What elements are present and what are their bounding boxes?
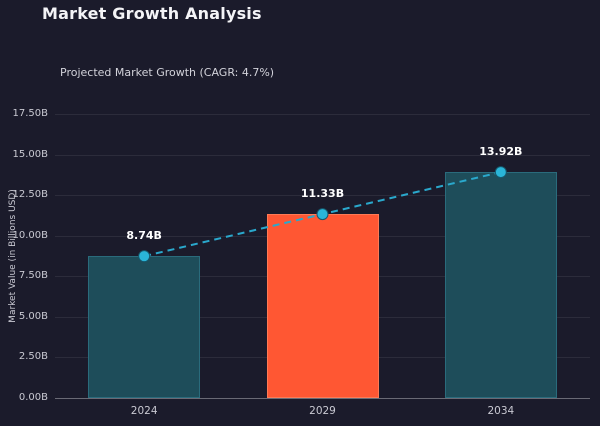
y-axis-title: Market Value (in Billions USD) <box>8 189 18 323</box>
x-tick-label: 2034 <box>487 405 515 417</box>
y-tick-label: 15.00B <box>12 149 49 160</box>
y-tick-label: 7.50B <box>18 270 48 281</box>
y-tick-label: 10.00B <box>12 230 49 241</box>
y-tick-label: 17.50B <box>12 108 49 119</box>
x-axis-line <box>55 398 590 399</box>
bar-2029 <box>267 214 379 398</box>
chart-subtitle: Projected Market Growth (CAGR: 4.7%) <box>60 66 275 79</box>
x-tick-label: 2029 <box>309 405 336 417</box>
value-label: 11.33B <box>300 187 345 200</box>
x-tick-label: 2024 <box>130 405 158 417</box>
chart-title: Market Growth Analysis <box>42 4 262 23</box>
gridline <box>55 155 590 156</box>
value-label: 13.92B <box>479 145 523 158</box>
y-tick-label: 12.50B <box>12 189 49 200</box>
bar-2024 <box>88 256 200 398</box>
y-tick-label: 2.50B <box>18 351 48 362</box>
y-tick-label: 0.00B <box>18 392 48 403</box>
bar-2034 <box>445 172 557 398</box>
value-label: 8.74B <box>126 229 162 242</box>
gridline <box>55 114 590 115</box>
y-tick-label: 5.00B <box>18 311 48 322</box>
